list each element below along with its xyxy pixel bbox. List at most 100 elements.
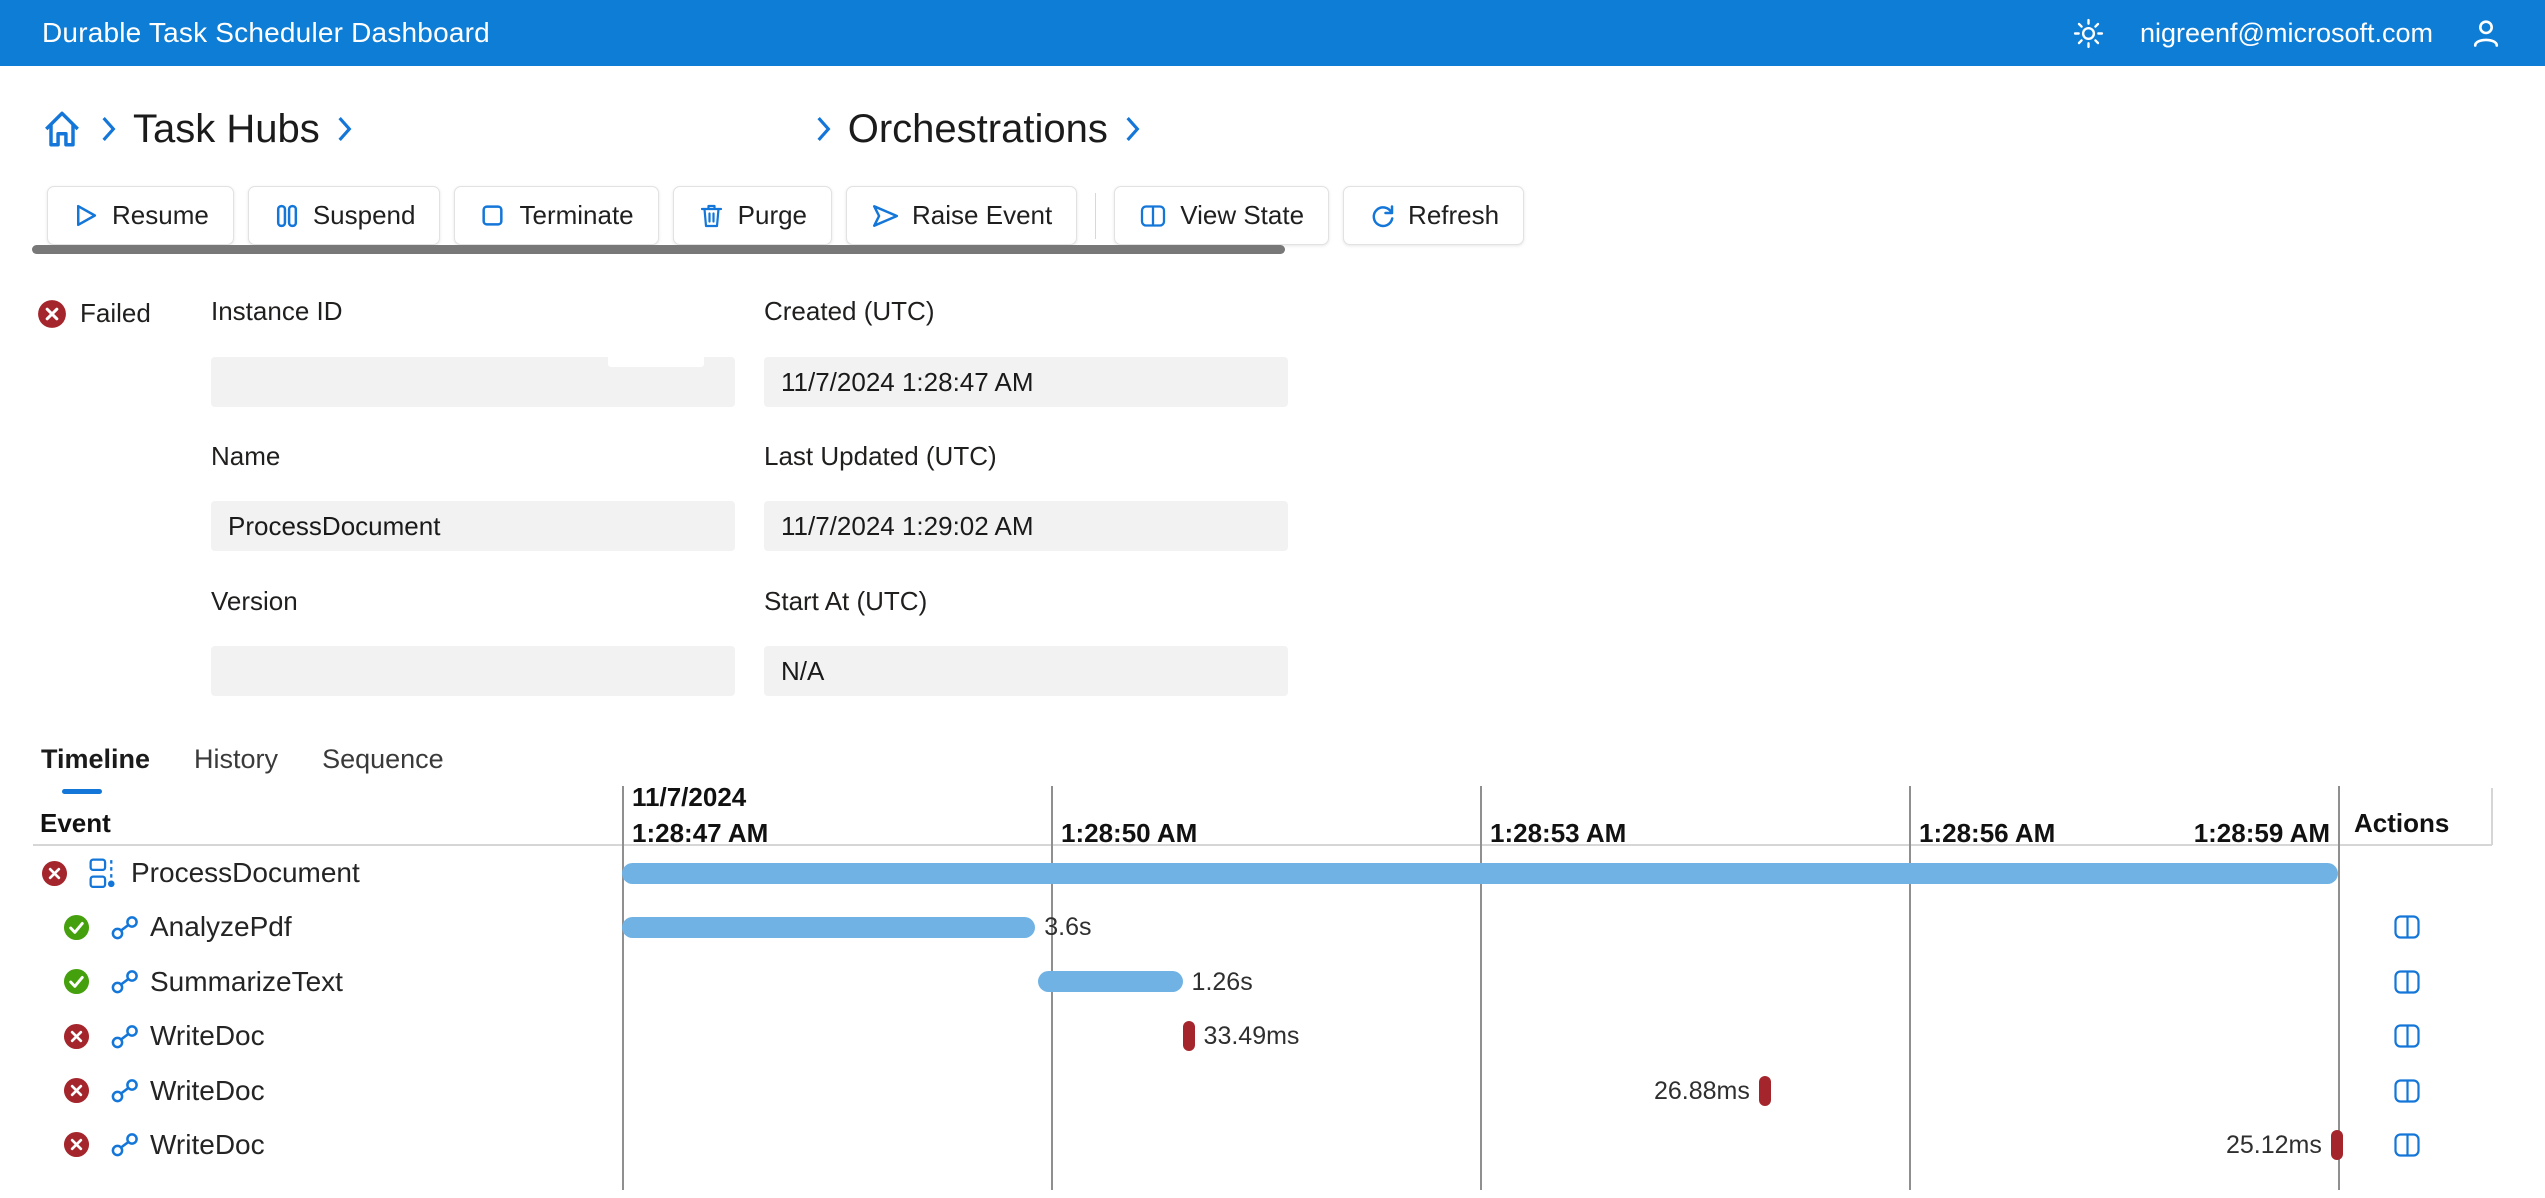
failed-status-icon bbox=[63, 1023, 90, 1050]
detail-tabs: Timeline History Sequence bbox=[41, 744, 444, 775]
status-label: Failed bbox=[80, 298, 151, 328]
field-label-instance-id: Instance ID bbox=[211, 296, 343, 326]
purge-button[interactable]: Purge bbox=[672, 186, 833, 245]
button-label: Suspend bbox=[312, 200, 416, 230]
failed-duration-marker bbox=[1758, 1075, 1771, 1106]
tab-sequence[interactable]: Sequence bbox=[322, 744, 444, 774]
account-area: nigreenf@microsoft.com bbox=[2073, 16, 2503, 50]
timeline-header-border bbox=[33, 844, 2492, 846]
failed-duration-marker bbox=[1182, 1021, 1195, 1052]
pause-icon bbox=[273, 202, 300, 229]
timeline-row-analyzepdf: AnalyzePdf 3.6s bbox=[0, 900, 2545, 954]
field-value-created-utc-: 11/7/2024 1:28:47 AM bbox=[764, 357, 1288, 407]
field-label-start-at-utc-: Start At (UTC) bbox=[764, 586, 928, 616]
duration-label: 25.12ms bbox=[2225, 1130, 2322, 1159]
orchestration-toolbar: Resume Suspend Terminate Purge Raise Event Vi… bbox=[47, 186, 1525, 245]
duration-label: 26.88ms bbox=[1653, 1076, 1750, 1105]
suspend-button[interactable]: Suspend bbox=[247, 186, 441, 245]
split-view-icon bbox=[1139, 202, 1167, 230]
field-label-name: Name bbox=[211, 441, 281, 471]
section-divider bbox=[32, 245, 1285, 254]
button-label: Resume bbox=[112, 200, 209, 230]
play-icon bbox=[72, 202, 99, 229]
axis-tick-label: 1:28:56 AM bbox=[1919, 818, 2056, 848]
event-column-header: Event bbox=[40, 808, 111, 838]
view-state-action-icon[interactable] bbox=[2392, 1130, 2422, 1160]
timeline-gridline bbox=[1909, 786, 1911, 1190]
failed-status-icon bbox=[63, 1131, 90, 1158]
view-state-action-icon[interactable] bbox=[2392, 1021, 2422, 1051]
failed-status-icon bbox=[63, 1077, 90, 1104]
field-label-created-utc-: Created (UTC) bbox=[764, 296, 935, 326]
timeline-gridline bbox=[1480, 786, 1482, 1190]
view-state-action-icon[interactable] bbox=[2392, 967, 2422, 997]
event-name: WriteDoc bbox=[150, 1128, 265, 1160]
axis-tick-label: 1:28:59 AM bbox=[2193, 818, 2330, 848]
raise-event-button[interactable]: Raise Event bbox=[846, 186, 1078, 245]
field-value-version bbox=[211, 646, 735, 696]
chevron-right-icon bbox=[1124, 114, 1141, 144]
timeline-gridline bbox=[622, 786, 624, 1190]
refresh-button[interactable]: Refresh bbox=[1343, 186, 1525, 245]
resume-button[interactable]: Resume bbox=[47, 186, 234, 245]
field-value-name: ProcessDocument bbox=[211, 501, 735, 551]
person-icon[interactable] bbox=[2469, 16, 2503, 50]
button-label: Purge bbox=[737, 200, 808, 230]
gear-icon[interactable] bbox=[2073, 18, 2104, 49]
send-icon bbox=[871, 202, 899, 230]
field-value-start-at-utc-: N/A bbox=[764, 646, 1288, 696]
timeline-row-writedoc: WriteDoc 33.49ms bbox=[0, 1009, 2545, 1063]
duration-bar bbox=[1038, 971, 1183, 993]
activity-icon bbox=[110, 915, 140, 941]
event-name: WriteDoc bbox=[150, 1074, 265, 1106]
duration-bar bbox=[622, 862, 2338, 884]
event-name: SummarizeText bbox=[150, 965, 343, 997]
tab-history[interactable]: History bbox=[194, 744, 279, 774]
activity-icon bbox=[110, 1078, 140, 1104]
field-value-last-updated-utc-: 11/7/2024 1:29:02 AM bbox=[764, 501, 1288, 551]
timeline-row-summarizetext: SummarizeText 1.26s bbox=[0, 955, 2545, 1009]
orchestration-status: Failed bbox=[37, 298, 151, 329]
breadcrumb: Task Hubs Orchestrations bbox=[40, 96, 1141, 162]
event-name: WriteDoc bbox=[150, 1020, 265, 1052]
app-title: Durable Task Scheduler Dashboard bbox=[42, 17, 490, 48]
completed-status-icon bbox=[63, 968, 90, 995]
actions-column-border bbox=[2491, 788, 2493, 845]
chevron-right-icon bbox=[336, 114, 353, 144]
view-state-button[interactable]: View State bbox=[1114, 186, 1330, 245]
activity-icon bbox=[110, 969, 140, 995]
activity-icon bbox=[110, 1024, 140, 1050]
timeline-row-writedoc: WriteDoc 25.12ms bbox=[0, 1118, 2545, 1172]
axis-tick-label: 1:28:50 AM bbox=[1061, 818, 1198, 848]
toolbar-divider bbox=[1095, 192, 1097, 239]
axis-date-label: 11/7/2024 bbox=[632, 782, 747, 812]
redaction-strip bbox=[608, 353, 704, 367]
timeline-gridline bbox=[2338, 786, 2340, 1190]
duration-label: 33.49ms bbox=[1203, 1022, 1300, 1051]
stop-icon bbox=[479, 202, 506, 229]
axis-tick-label: 1:28:53 AM bbox=[1490, 818, 1627, 848]
terminate-button[interactable]: Terminate bbox=[454, 186, 659, 245]
view-state-action-icon[interactable] bbox=[2392, 912, 2422, 942]
event-name: ProcessDocument bbox=[131, 857, 360, 888]
trash-icon bbox=[698, 202, 725, 229]
actions-column-header: Actions bbox=[2354, 808, 2450, 838]
breadcrumb-item-task-hubs[interactable]: Task Hubs bbox=[133, 106, 320, 151]
tab-timeline[interactable]: Timeline bbox=[41, 744, 151, 774]
field-label-version: Version bbox=[211, 586, 298, 616]
failed-status-icon bbox=[41, 860, 68, 887]
event-name: AnalyzePdf bbox=[150, 911, 292, 943]
chevron-right-icon bbox=[815, 114, 832, 144]
timeline-rows: ProcessDocument AnalyzePdf 3.6s SummarizeTe… bbox=[0, 846, 2545, 1172]
chevron-right-icon bbox=[100, 114, 117, 144]
user-email: nigreenf@microsoft.com bbox=[2139, 17, 2433, 48]
top-app-bar: Durable Task Scheduler Dashboard nigreen… bbox=[0, 0, 2545, 66]
axis-tick-label: 1:28:47 AM bbox=[632, 818, 769, 848]
button-label: Refresh bbox=[1408, 200, 1500, 230]
home-icon[interactable] bbox=[40, 107, 84, 151]
button-label: Raise Event bbox=[912, 200, 1053, 230]
duration-label: 1.26s bbox=[1191, 967, 1253, 996]
view-state-action-icon[interactable] bbox=[2392, 1076, 2422, 1106]
breadcrumb-item-orchestrations[interactable]: Orchestrations bbox=[847, 106, 1108, 151]
button-label: View State bbox=[1180, 200, 1305, 230]
